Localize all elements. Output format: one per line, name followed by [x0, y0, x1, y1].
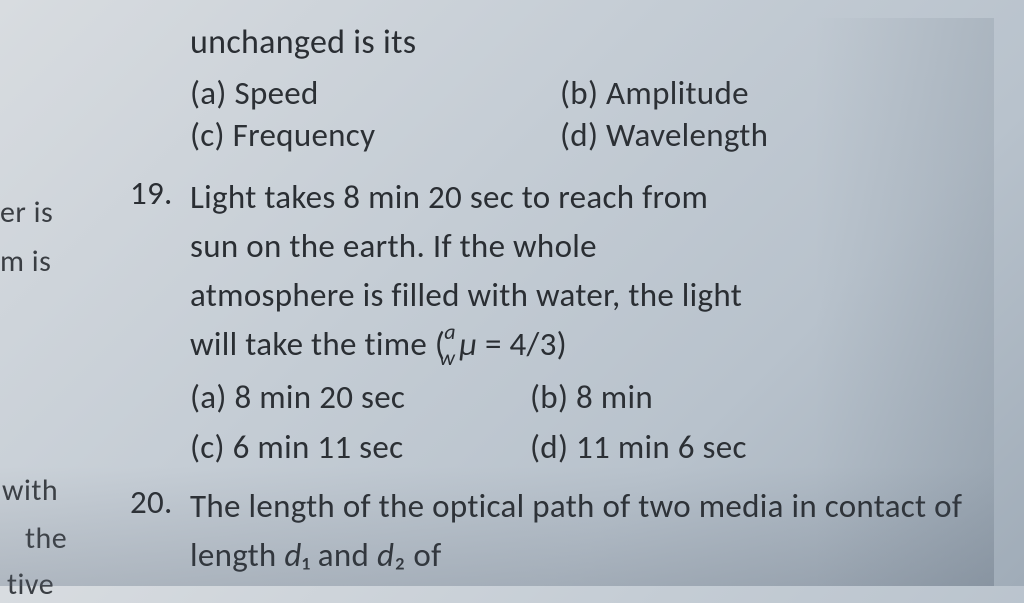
main-column: unchanged is its (a) Speed (b) Amplitude…: [130, 18, 984, 580]
q19-line4: will take the time (awμ = 4/3): [190, 320, 984, 369]
margin-fragment-4: the: [25, 520, 67, 557]
q19-body: Light takes 8 min 20 sec to reach from s…: [190, 173, 984, 472]
margin-fragment-2: m is: [0, 243, 51, 280]
q19-option-b: (b) 8 min: [530, 373, 653, 422]
mu-symbol: awμ: [445, 320, 477, 369]
page-scan: er is m is with the tive unchanged is it…: [0, 18, 994, 586]
q19-line2: sun on the earth. If the whole: [190, 222, 968, 271]
margin-fragment-3: with: [2, 472, 58, 509]
q19-line3: atmosphere is filled with water, the lig…: [190, 271, 968, 320]
q20-body: The length of the optical path of two me…: [190, 482, 984, 580]
q20-mid: and: [310, 535, 377, 575]
q19-block: 19. Light takes 8 min 20 sec to reach fr…: [130, 173, 984, 472]
q19-line4-pre: will take the time (: [190, 324, 445, 364]
q18-option-b: (b) Amplitude: [560, 73, 749, 113]
q18-option-c: (c) Frequency: [190, 115, 560, 155]
q18-stem: unchanged is its: [130, 18, 984, 67]
mu-subscript: w: [439, 342, 455, 375]
q20-d1: d: [284, 535, 301, 575]
q18-option-d: (d) Wavelength: [560, 115, 768, 155]
q20-number: 20.: [130, 482, 190, 580]
q19-option-a: (a) 8 min 20 sec: [190, 373, 530, 422]
q20-sub1: ₁: [302, 535, 310, 575]
q20-post: of: [406, 535, 442, 575]
margin-fragment-5: tive: [7, 566, 54, 603]
q18-partial: unchanged is its (a) Speed (b) Amplitude…: [130, 18, 984, 155]
q19-option-d: (d) 11 min 6 sec: [530, 423, 747, 472]
q19-line1: Light takes 8 min 20 sec to reach from: [190, 173, 968, 222]
margin-fragment-1: er is: [0, 194, 53, 231]
q20-line1: The length of the optical path of two: [190, 486, 691, 526]
q20-d2: d: [377, 535, 394, 575]
q19-option-c: (c) 6 min 11 sec: [190, 423, 530, 472]
q18-option-a: (a) Speed: [190, 73, 560, 113]
q20-block: 20. The length of the optical path of tw…: [130, 482, 984, 580]
q19-number: 19.: [130, 173, 190, 472]
q20-sub2: ₂: [394, 535, 405, 575]
q19-line4-post: = 4/3): [477, 324, 567, 364]
